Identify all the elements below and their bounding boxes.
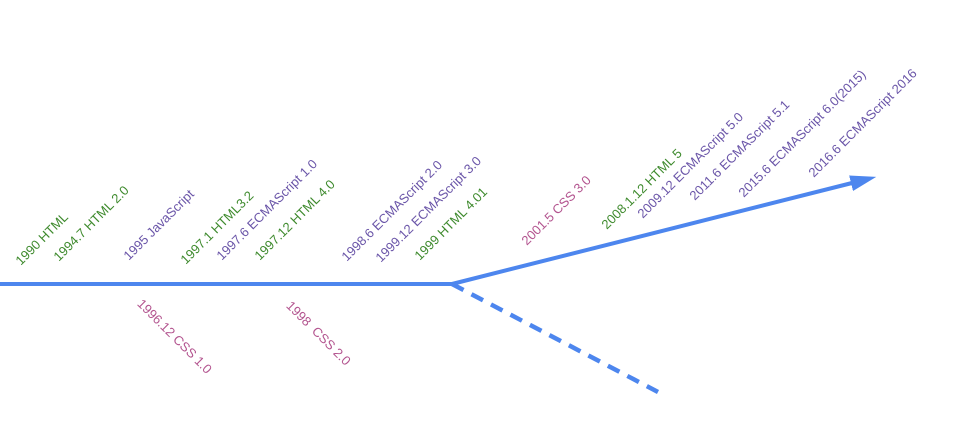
timeline-event-label: 1998 CSS 2.0 xyxy=(283,298,354,369)
timeline-event-label: 1996.12 CSS 1.0 xyxy=(134,296,216,377)
pending-branch-dashed-line xyxy=(450,282,660,394)
timeline-event-label: 2001.5 CSS 3.0 xyxy=(518,172,594,248)
future-branch-arrow-line xyxy=(450,175,877,286)
